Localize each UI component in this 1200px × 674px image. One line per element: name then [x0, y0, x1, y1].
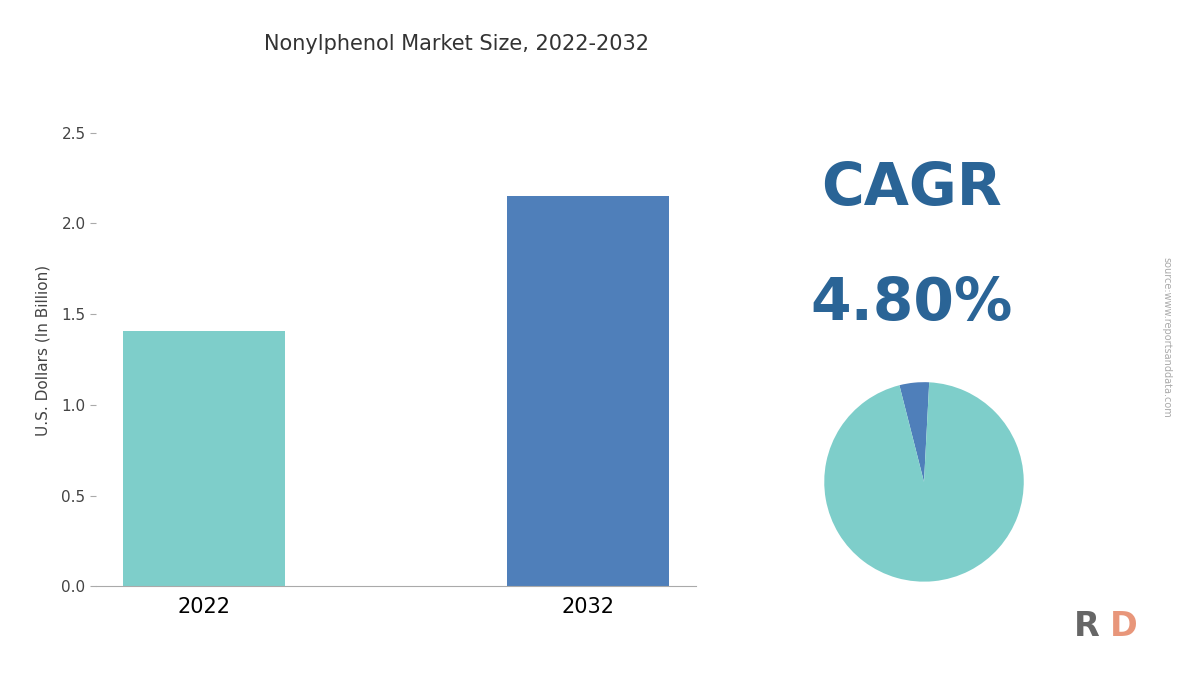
Text: D: D	[1110, 611, 1138, 643]
Text: Nonylphenol Market Size, 2022-2032: Nonylphenol Market Size, 2022-2032	[264, 34, 648, 54]
Y-axis label: U.S. Dollars (In Billion): U.S. Dollars (In Billion)	[35, 265, 50, 436]
Text: 4.80%: 4.80%	[811, 275, 1013, 332]
Bar	[124, 330, 284, 586]
Wedge shape	[899, 382, 929, 482]
Bar	[508, 196, 668, 586]
Text: CAGR: CAGR	[822, 160, 1002, 217]
Wedge shape	[824, 382, 1024, 582]
Text: source:www.reportsanddata.com: source:www.reportsanddata.com	[1162, 257, 1171, 417]
Text: R: R	[1074, 611, 1099, 643]
